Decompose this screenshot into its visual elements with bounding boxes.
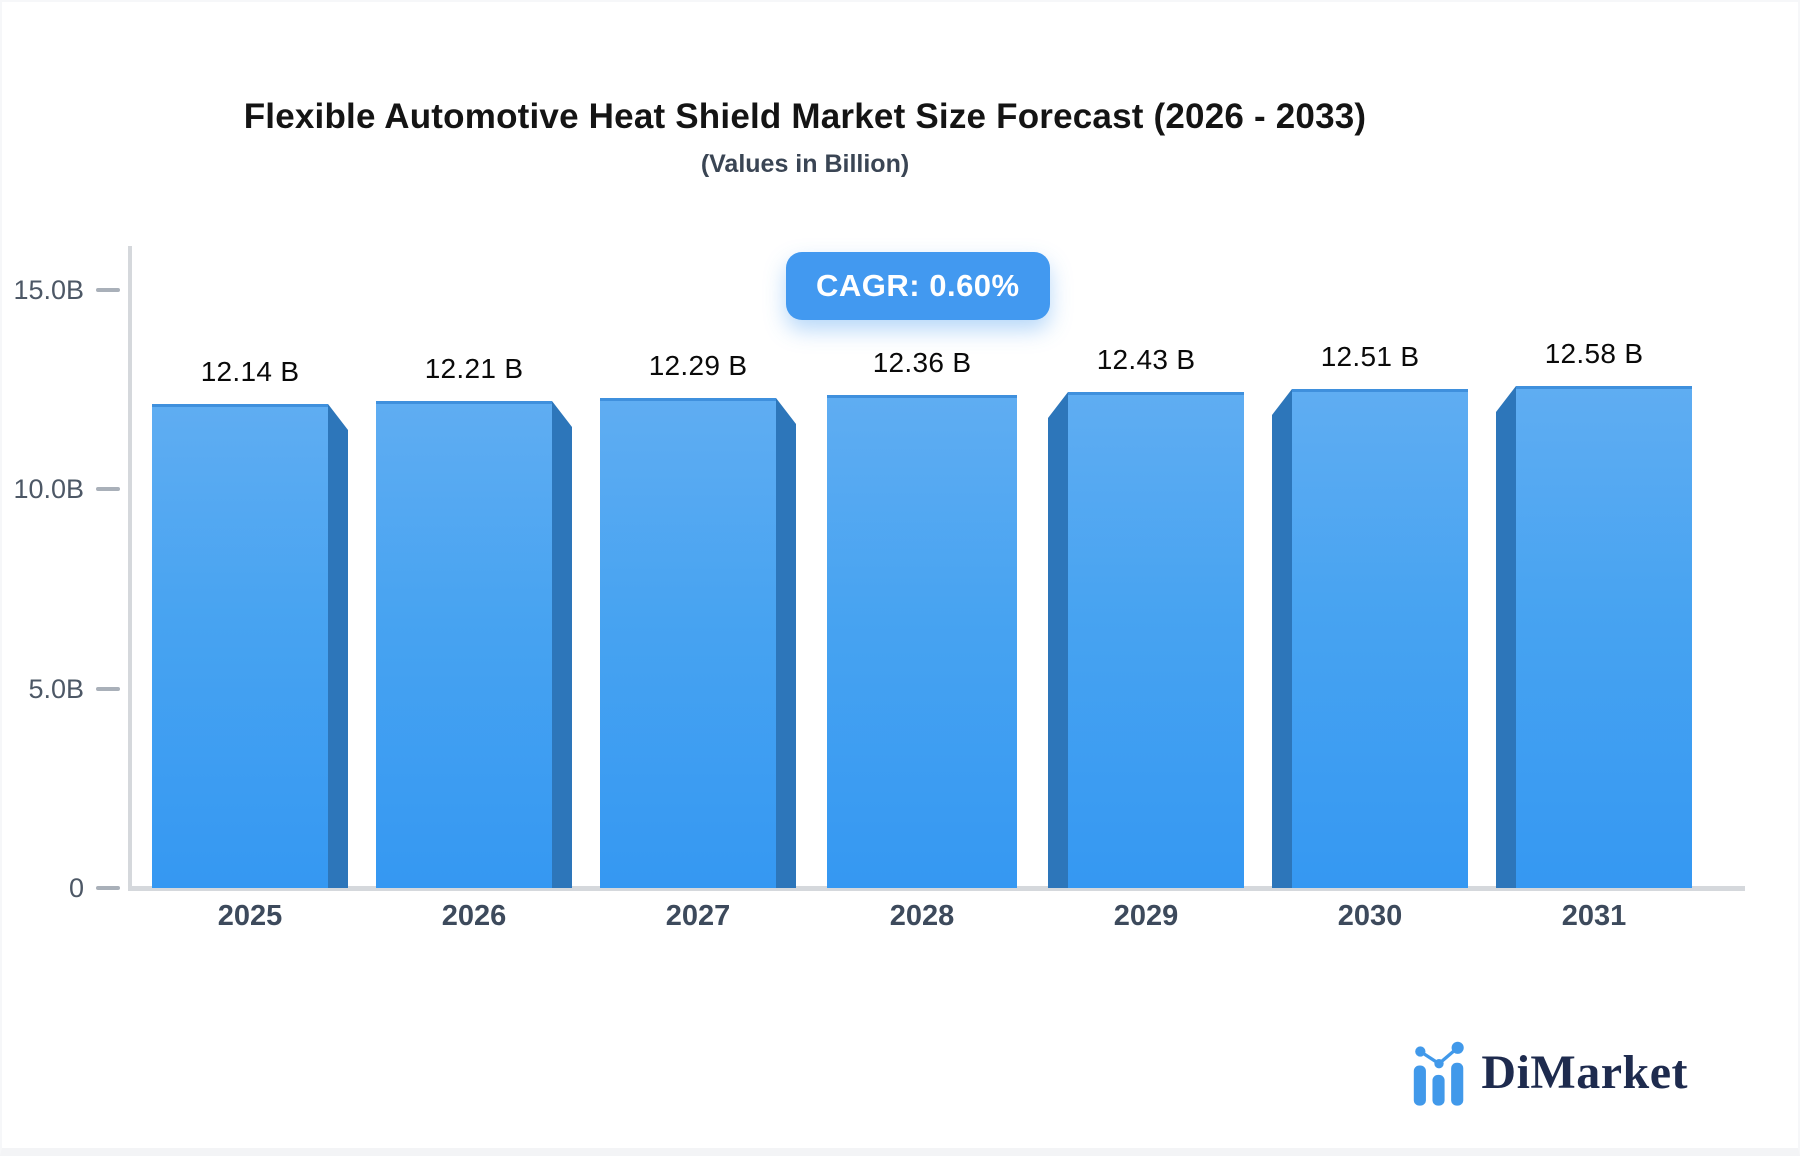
bar-front-face	[1516, 386, 1692, 888]
y-tick-label: 5.0B	[28, 673, 84, 704]
x-axis-label-2025: 2025	[217, 900, 283, 932]
bar-2025[interactable]	[152, 404, 348, 888]
bar-2031[interactable]	[1496, 386, 1692, 888]
bar-slot: 12.43 B	[1034, 0, 1258, 888]
bar-2027[interactable]	[600, 398, 796, 888]
y-tick-dash	[96, 886, 120, 890]
bar-side-face	[1496, 386, 1516, 888]
x-axis-label-2028: 2028	[889, 900, 955, 932]
bar-side-face	[328, 404, 348, 888]
y-tick-dash	[96, 686, 120, 691]
bar-front-face	[376, 401, 552, 888]
chart-subtitle: (Values in Billion)	[700, 150, 910, 178]
chart-title: Flexible Automotive Heat Shield Market S…	[243, 97, 1367, 136]
bar-value-label: 12.29 B	[648, 350, 748, 381]
bar-slot: 12.29 B	[586, 0, 810, 888]
dimarket-logo: DiMarket	[1411, 1040, 1688, 1106]
bar-slot: 12.14 B	[138, 0, 362, 888]
x-axis-label-2031: 2031	[1561, 900, 1627, 932]
bar-slot: 12.21 B	[362, 0, 586, 888]
bar-front-face	[600, 398, 776, 888]
bar-front-face	[827, 395, 1017, 888]
bar-slot: 12.51 B	[1258, 0, 1482, 888]
x-axis-label-2027: 2027	[665, 900, 731, 932]
y-tick-label: 15.0B	[13, 275, 84, 305]
bar-value-label: 12.58 B	[1544, 338, 1644, 369]
y-tick-dash	[96, 288, 120, 292]
bar-side-face	[1048, 392, 1068, 888]
bar-value-label: 12.51 B	[1320, 341, 1420, 372]
bar-front-face	[1292, 389, 1468, 888]
bar-value-label: 12.14 B	[200, 356, 300, 387]
cagr-badge: CAGR: 0.60%	[786, 252, 1050, 320]
bar-front-face	[1068, 392, 1244, 888]
bar-side-face	[552, 401, 572, 888]
x-axis-line	[128, 886, 1745, 891]
x-axis-label-2026: 2026	[441, 900, 507, 932]
bar-front-face	[152, 404, 328, 888]
bar-side-face	[1272, 389, 1292, 888]
bar-side-face	[776, 398, 796, 888]
bar-2026[interactable]	[376, 401, 572, 888]
bar-2029[interactable]	[1048, 392, 1244, 888]
bar-2028[interactable]	[827, 395, 1017, 888]
x-axis-label-2030: 2030	[1337, 900, 1403, 932]
bar-2030[interactable]	[1272, 389, 1468, 888]
bar-value-label: 12.43 B	[1096, 344, 1196, 375]
bar-slot: 12.58 B	[1482, 0, 1706, 888]
y-tick-dash	[96, 487, 120, 492]
bar-value-label: 12.36 B	[872, 347, 972, 378]
bar-value-label: 12.21 B	[424, 353, 524, 384]
dimarket-logo-text: DiMarket	[1481, 1046, 1688, 1099]
x-axis-label-2029: 2029	[1113, 900, 1179, 932]
dimarket-logo-icon	[1414, 1041, 1465, 1106]
y-tick-label: 0	[68, 873, 84, 903]
bar-slot: 12.36 B	[810, 0, 1034, 888]
y-axis-line	[128, 246, 132, 890]
y-tick-label: 10.0B	[13, 474, 84, 505]
